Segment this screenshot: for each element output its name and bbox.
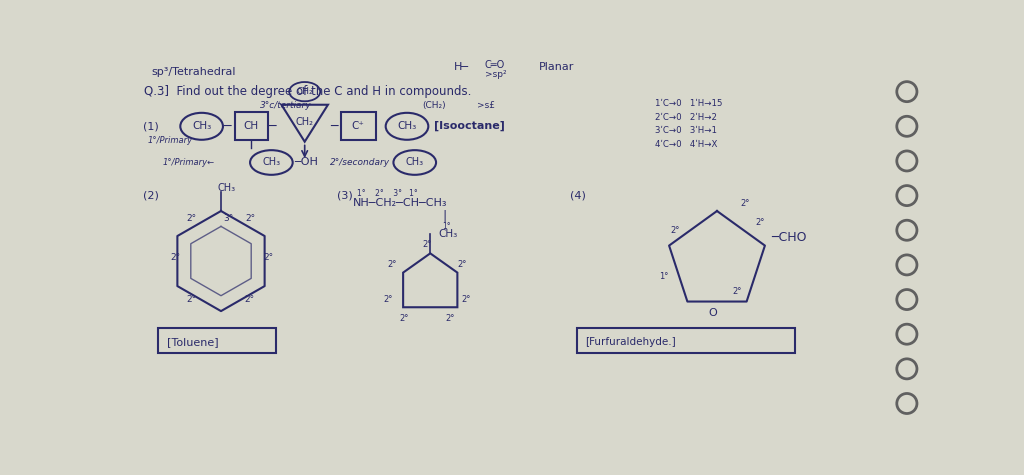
- Text: 1°: 1°: [442, 222, 451, 231]
- Text: Q.3]  Find out the degree of the C and H in compounds.: Q.3] Find out the degree of the C and H …: [143, 85, 471, 98]
- Text: 2°: 2°: [756, 218, 765, 227]
- Text: (1): (1): [143, 121, 160, 131]
- Text: 2°/secondary: 2°/secondary: [330, 158, 389, 167]
- Text: >sp²: >sp²: [484, 70, 506, 79]
- Text: |: |: [442, 210, 446, 223]
- Text: CH₂: CH₂: [296, 117, 313, 127]
- Text: (2): (2): [143, 190, 160, 200]
- Text: 2°: 2°: [388, 260, 397, 269]
- Text: O: O: [709, 308, 718, 318]
- Text: 2°: 2°: [732, 287, 741, 296]
- Text: 4ʹC→0   4ʹH→X: 4ʹC→0 4ʹH→X: [655, 140, 718, 149]
- Text: CH₃: CH₃: [438, 229, 458, 239]
- Text: 2°: 2°: [740, 199, 750, 208]
- Text: 2°: 2°: [245, 295, 254, 304]
- Text: 2°: 2°: [186, 214, 197, 223]
- Text: ─: ─: [267, 120, 275, 133]
- Text: >s£: >s£: [477, 101, 495, 110]
- Text: 2°: 2°: [671, 226, 680, 235]
- Text: 3°: 3°: [223, 214, 233, 223]
- Text: 2°: 2°: [246, 214, 256, 223]
- Text: 2°: 2°: [399, 314, 409, 323]
- Text: ─: ─: [330, 120, 337, 133]
- Text: C═O: C═O: [484, 60, 505, 70]
- Text: 2°: 2°: [171, 253, 181, 262]
- Text: H─: H─: [454, 62, 469, 72]
- Text: CH₃: CH₃: [193, 121, 211, 131]
- Text: 2ʹC→0   2ʹH→2: 2ʹC→0 2ʹH→2: [655, 113, 717, 122]
- Text: 3°c/tertiary: 3°c/tertiary: [260, 101, 311, 110]
- Text: 1°: 1°: [658, 272, 669, 281]
- Text: CH₃: CH₃: [406, 158, 424, 168]
- Text: 2°: 2°: [384, 295, 393, 304]
- Text: 1°    2°    3°   1°: 1° 2° 3° 1°: [356, 189, 418, 198]
- Text: 2°: 2°: [445, 314, 455, 323]
- Text: 3ʹC→0   3ʹH→1: 3ʹC→0 3ʹH→1: [655, 126, 717, 135]
- Text: ─: ─: [223, 120, 231, 133]
- Text: CH₃: CH₃: [262, 158, 281, 168]
- Text: 2°: 2°: [186, 295, 197, 304]
- Text: CH₃: CH₃: [217, 183, 236, 193]
- Text: [Isooctane]: [Isooctane]: [434, 121, 505, 132]
- Text: 2°: 2°: [458, 260, 467, 269]
- Text: 1°/Primary←: 1°/Primary←: [163, 158, 215, 167]
- Text: (4): (4): [569, 190, 586, 200]
- Text: (3): (3): [337, 190, 353, 200]
- Text: sp³/Tetrahedral: sp³/Tetrahedral: [152, 67, 236, 77]
- Text: 1°/Primary: 1°/Primary: [147, 136, 193, 145]
- Text: [Toluene]: [Toluene]: [167, 337, 218, 347]
- Text: ─OH: ─OH: [295, 158, 318, 168]
- Text: CH₂: CH₂: [296, 87, 313, 96]
- Text: [Furfuraldehyde.]: [Furfuraldehyde.]: [586, 337, 676, 347]
- Text: ─CHO: ─CHO: [771, 231, 807, 245]
- Text: Planar: Planar: [539, 62, 574, 72]
- Text: 2°: 2°: [423, 239, 432, 248]
- Text: C⁺: C⁺: [351, 121, 365, 131]
- Text: 2°: 2°: [461, 295, 471, 304]
- Text: (CH₂): (CH₂): [423, 101, 446, 110]
- Text: 1ʹC→0   1ʹH→15: 1ʹC→0 1ʹH→15: [655, 99, 723, 108]
- Text: CH: CH: [244, 121, 259, 131]
- Text: 2°: 2°: [263, 253, 273, 262]
- Text: NH─CH₂─CH─CH₃: NH─CH₂─CH─CH₃: [352, 198, 447, 209]
- Text: CH₃: CH₃: [397, 121, 417, 131]
